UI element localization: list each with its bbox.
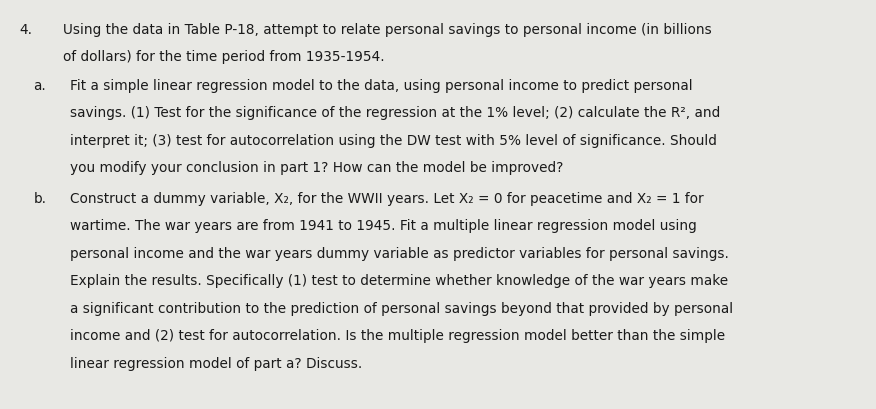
Text: income and (2) test for autocorrelation. Is the multiple regression model better: income and (2) test for autocorrelation.… — [70, 328, 725, 342]
Text: a significant contribution to the prediction of personal savings beyond that pro: a significant contribution to the predic… — [70, 301, 733, 315]
Text: Explain the results. Specifically (1) test to determine whether knowledge of the: Explain the results. Specifically (1) te… — [70, 274, 728, 288]
Text: Construct a dummy variable, X₂, for the WWII years. Let X₂ = 0 for peacetime and: Construct a dummy variable, X₂, for the … — [70, 191, 703, 205]
Text: 4.: 4. — [19, 22, 32, 36]
Text: b.: b. — [33, 191, 46, 205]
Text: linear regression model of part a? Discuss.: linear regression model of part a? Discu… — [70, 356, 363, 370]
Text: Fit a simple linear regression model to the data, using personal income to predi: Fit a simple linear regression model to … — [70, 79, 693, 92]
Text: you modify your conclusion in part 1? How can the model be improved?: you modify your conclusion in part 1? Ho… — [70, 161, 563, 175]
Text: of dollars) for the time period from 1935-1954.: of dollars) for the time period from 193… — [63, 50, 385, 64]
Text: a.: a. — [33, 79, 46, 92]
Text: personal income and the war years dummy variable as predictor variables for pers: personal income and the war years dummy … — [70, 246, 729, 260]
Text: Using the data in Table P-18, attempt to relate personal savings to personal inc: Using the data in Table P-18, attempt to… — [63, 22, 712, 36]
Text: interpret it; (3) test for autocorrelation using the DW test with 5% level of si: interpret it; (3) test for autocorrelati… — [70, 133, 717, 147]
Text: wartime. The war years are from 1941 to 1945. Fit a multiple linear regression m: wartime. The war years are from 1941 to … — [70, 219, 696, 233]
Text: savings. (1) Test for the significance of the regression at the 1% level; (2) ca: savings. (1) Test for the significance o… — [70, 106, 720, 120]
